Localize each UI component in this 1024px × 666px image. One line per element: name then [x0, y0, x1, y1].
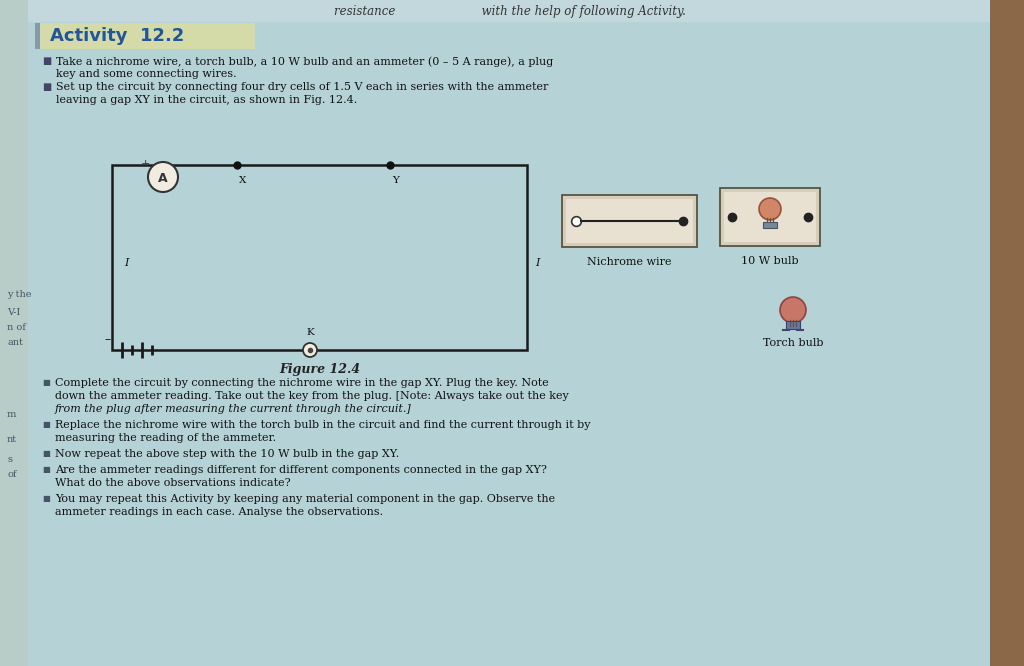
Text: ■: ■ [42, 56, 51, 66]
Text: Activity  12.2: Activity 12.2 [50, 27, 184, 45]
Text: leaving a gap XY in the circuit, as shown in Fig. 12.4.: leaving a gap XY in the circuit, as show… [56, 95, 357, 105]
Text: Figure 12.4: Figure 12.4 [280, 363, 360, 376]
Text: ■: ■ [42, 465, 50, 474]
Text: Now repeat the above step with the 10 W bulb in the gap XY.: Now repeat the above step with the 10 W … [55, 450, 399, 460]
Text: s: s [7, 455, 12, 464]
Bar [28, 0, 990, 22]
Text: from the plug after measuring the current through the circuit.]: from the plug after measuring the curren… [55, 404, 412, 414]
Bar [720, 188, 820, 246]
Text: n of: n of [7, 323, 26, 332]
Text: Are the ammeter readings different for different components connected in the gap: Are the ammeter readings different for d… [55, 465, 547, 475]
Circle shape [148, 162, 178, 192]
Text: Set up the circuit by connecting four dry cells of 1.5 V each in series with the: Set up the circuit by connecting four dr… [56, 82, 549, 92]
Text: I: I [535, 258, 540, 268]
Bar [562, 195, 697, 247]
Text: nt: nt [7, 435, 17, 444]
Text: ammeter readings in each case. Analyse the observations.: ammeter readings in each case. Analyse t… [55, 507, 383, 517]
Text: I: I [124, 258, 128, 268]
Text: ■: ■ [42, 420, 50, 430]
Text: y the: y the [7, 290, 32, 299]
Bar [763, 222, 777, 228]
Bar [724, 192, 816, 242]
Bar [35, 23, 255, 49]
Text: ■: ■ [42, 82, 51, 92]
Bar [35, 23, 40, 49]
Bar [786, 321, 800, 329]
Text: A: A [158, 172, 168, 184]
Bar [112, 165, 527, 350]
Text: down the ammeter reading. Take out the key from the plug. [Note: Always take out: down the ammeter reading. Take out the k… [55, 391, 568, 401]
Circle shape [303, 343, 317, 357]
Bar [566, 199, 693, 243]
Text: ■: ■ [42, 494, 50, 503]
Circle shape [759, 198, 781, 220]
Text: Nichrome wire: Nichrome wire [587, 257, 672, 267]
Text: You may repeat this Activity by keeping any material component in the gap. Obser: You may repeat this Activity by keeping … [55, 494, 555, 504]
Text: Take a nichrome wire, a torch bulb, a 10 W bulb and an ammeter (0 – 5 A range), : Take a nichrome wire, a torch bulb, a 10… [56, 56, 553, 67]
Text: K: K [306, 328, 314, 337]
Bar [990, 0, 1024, 666]
Text: Y: Y [392, 176, 399, 185]
Text: resistance                       with the help of following Activity.: resistance with the help of following Ac… [334, 5, 686, 17]
Text: ■: ■ [42, 450, 50, 458]
Text: of: of [7, 470, 16, 479]
Text: Torch bulb: Torch bulb [763, 338, 823, 348]
Text: ant: ant [7, 338, 23, 347]
Circle shape [780, 297, 806, 323]
Text: Replace the nichrome wire with the torch bulb in the circuit and find the curren: Replace the nichrome wire with the torch… [55, 420, 591, 430]
Text: –: – [104, 334, 111, 346]
Text: What do the above observations indicate?: What do the above observations indicate? [55, 478, 291, 488]
Text: ■: ■ [42, 378, 50, 387]
Text: +: + [140, 159, 150, 169]
Text: measuring the reading of the ammeter.: measuring the reading of the ammeter. [55, 434, 276, 444]
Text: 10 W bulb: 10 W bulb [741, 256, 799, 266]
Text: V-I: V-I [7, 308, 20, 317]
Text: key and some connecting wires.: key and some connecting wires. [56, 69, 237, 79]
Text: Complete the circuit by connecting the nichrome wire in the gap XY. Plug the key: Complete the circuit by connecting the n… [55, 378, 549, 388]
Bar [0, 0, 28, 666]
Text: m: m [7, 410, 16, 419]
Text: X: X [239, 176, 247, 185]
